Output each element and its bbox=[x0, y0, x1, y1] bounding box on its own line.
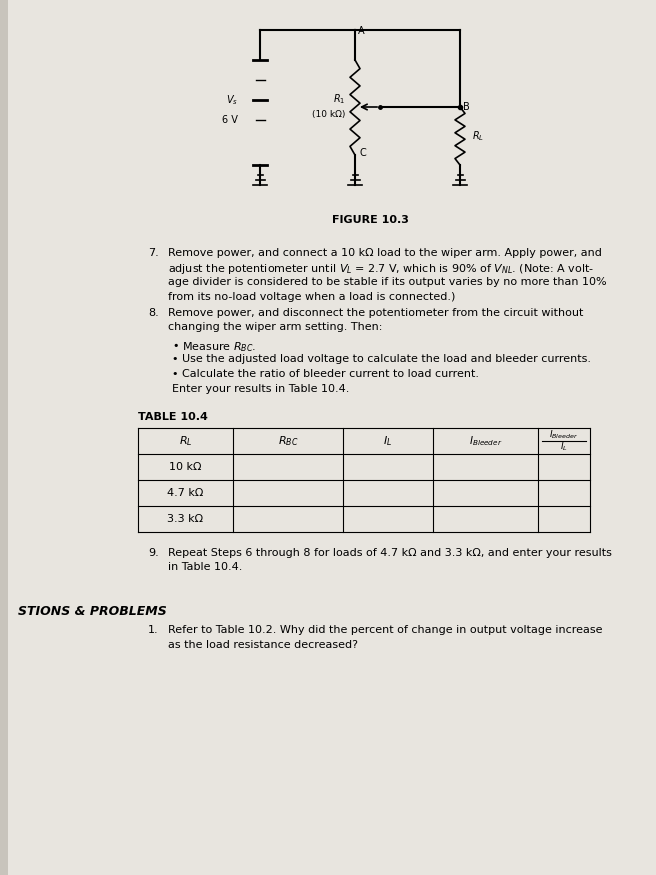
Text: $R_L$: $R_L$ bbox=[472, 130, 484, 143]
Text: A: A bbox=[358, 26, 365, 36]
Text: $R_1$: $R_1$ bbox=[333, 92, 345, 106]
Text: Remove power, and disconnect the potentiometer from the circuit without: Remove power, and disconnect the potenti… bbox=[168, 308, 583, 318]
Text: changing the wiper arm setting. Then:: changing the wiper arm setting. Then: bbox=[168, 323, 382, 332]
Text: C: C bbox=[359, 148, 366, 158]
Text: B: B bbox=[463, 102, 470, 112]
Text: Enter your results in Table 10.4.: Enter your results in Table 10.4. bbox=[172, 383, 350, 394]
Text: $V_s$: $V_s$ bbox=[226, 93, 238, 107]
Text: Repeat Steps 6 through 8 for loads of 4.7 kΩ and 3.3 kΩ, and enter your results: Repeat Steps 6 through 8 for loads of 4.… bbox=[168, 548, 612, 558]
Text: $I_{Bleeder}$: $I_{Bleeder}$ bbox=[549, 429, 579, 441]
Text: 10 kΩ: 10 kΩ bbox=[169, 462, 202, 472]
Text: $R_{BC}$: $R_{BC}$ bbox=[277, 434, 298, 448]
Text: in Table 10.4.: in Table 10.4. bbox=[168, 563, 242, 572]
Text: • Measure $R_{BC}$.: • Measure $R_{BC}$. bbox=[172, 340, 256, 354]
Text: TABLE 10.4: TABLE 10.4 bbox=[138, 412, 208, 422]
Text: from its no-load voltage when a load is connected.): from its no-load voltage when a load is … bbox=[168, 291, 455, 302]
Text: $R_L$: $R_L$ bbox=[178, 434, 192, 448]
Text: $I_L$: $I_L$ bbox=[560, 441, 568, 453]
Text: Refer to Table 10.2. Why did the percent of change in output voltage increase: Refer to Table 10.2. Why did the percent… bbox=[168, 625, 602, 635]
Text: 4.7 kΩ: 4.7 kΩ bbox=[167, 488, 203, 498]
Text: age divider is considered to be stable if its output varies by no more than 10%: age divider is considered to be stable i… bbox=[168, 277, 607, 287]
Text: (10 kΩ): (10 kΩ) bbox=[312, 110, 345, 120]
Text: 6 V: 6 V bbox=[222, 115, 238, 125]
Text: adjust the potentiometer until $V_L$ = 2.7 V, which is 90% of $V_{NL}$. (Note: A: adjust the potentiometer until $V_L$ = 2… bbox=[168, 262, 594, 276]
Text: 9.: 9. bbox=[148, 548, 159, 558]
Text: $I_L$: $I_L$ bbox=[383, 434, 392, 448]
Text: as the load resistance decreased?: as the load resistance decreased? bbox=[168, 640, 358, 649]
Text: • Calculate the ratio of bleeder current to load current.: • Calculate the ratio of bleeder current… bbox=[172, 369, 479, 379]
Text: 8.: 8. bbox=[148, 308, 159, 318]
Text: 3.3 kΩ: 3.3 kΩ bbox=[167, 514, 203, 524]
Text: $I_{Bleeder}$: $I_{Bleeder}$ bbox=[469, 434, 502, 448]
Text: STIONS & PROBLEMS: STIONS & PROBLEMS bbox=[18, 605, 167, 618]
Text: Remove power, and connect a 10 kΩ load to the wiper arm. Apply power, and: Remove power, and connect a 10 kΩ load t… bbox=[168, 248, 602, 258]
Text: FIGURE 10.3: FIGURE 10.3 bbox=[331, 215, 409, 225]
Text: 7.: 7. bbox=[148, 248, 159, 258]
Text: • Use the adjusted load voltage to calculate the load and bleeder currents.: • Use the adjusted load voltage to calcu… bbox=[172, 354, 591, 365]
Text: 1.: 1. bbox=[148, 625, 159, 635]
